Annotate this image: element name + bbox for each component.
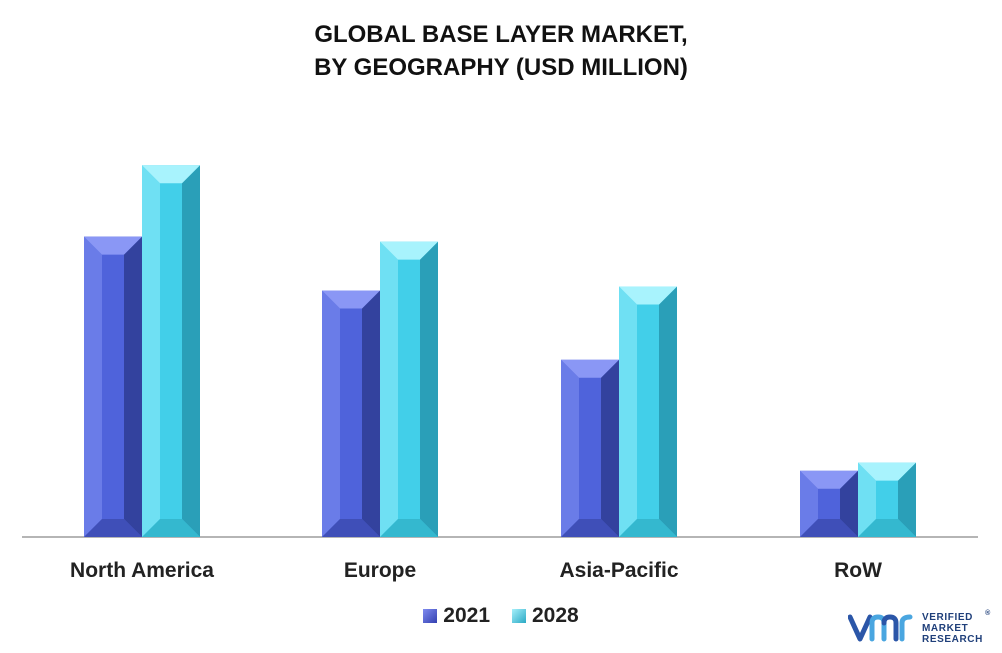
chart-title-line-1: GLOBAL BASE LAYER MARKET, — [314, 21, 688, 48]
brand-line-3: RESEARCH — [922, 633, 983, 645]
chart-title: GLOBAL BASE LAYER MARKET, BY GEOGRAPHY (… — [0, 18, 1002, 84]
brand-line-2: MARKET — [922, 622, 969, 634]
brand-line-1: VERIFIED — [922, 611, 973, 623]
chart-title-line-2: BY GEOGRAPHY (USD MILLION) — [314, 54, 688, 81]
bar-2021-europe — [322, 290, 380, 537]
brand-logo: VERIFIED MARKET RESEARCH ® — [848, 606, 998, 650]
registered-mark: ® — [985, 609, 991, 617]
bar-2021-asia-pacific — [561, 359, 619, 537]
legend-label-2028: 2028 — [532, 604, 579, 627]
legend-item-2028: 2028 — [512, 604, 579, 628]
x-tick-label-row: RoW — [834, 559, 882, 582]
x-tick-label-europe: Europe — [344, 559, 416, 582]
bar-2028-row — [858, 462, 916, 537]
x-tick-label-asia-pacific: Asia-Pacific — [559, 559, 678, 582]
legend-swatch-2028 — [512, 609, 526, 623]
legend-item-2021: 2021 — [423, 604, 490, 628]
bar-2021-north-america — [84, 236, 142, 537]
legend-label-2021: 2021 — [443, 604, 490, 627]
bar-2021-row — [800, 470, 858, 537]
legend-swatch-2021 — [423, 609, 438, 623]
chart-legend: 2021 2028 — [0, 604, 1002, 628]
vmr-logo-icon — [848, 614, 913, 642]
bar-2028-europe — [380, 241, 438, 537]
x-tick-label-north-america: North America — [70, 559, 214, 582]
brand-text: VERIFIED MARKET RESEARCH ® — [922, 610, 990, 645]
bar-2028-asia-pacific — [619, 286, 677, 537]
bar-2028-north-america — [142, 165, 200, 538]
